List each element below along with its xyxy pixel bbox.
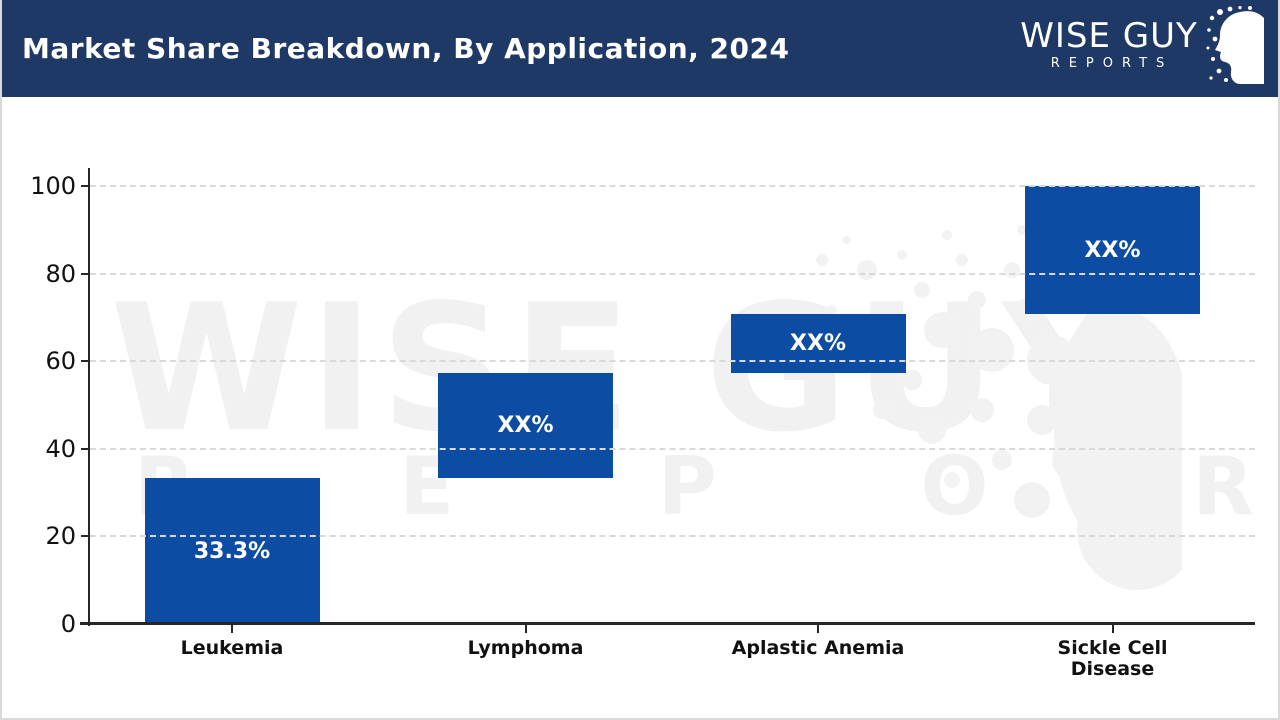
gridline bbox=[90, 272, 1255, 275]
x-category-label: Aplastic Anemia bbox=[731, 637, 905, 659]
gridline bbox=[90, 185, 1255, 187]
y-tick-label: 100 bbox=[30, 172, 76, 200]
x-tick-mark bbox=[524, 625, 527, 633]
y-axis-line bbox=[88, 168, 90, 626]
wise-guy-logo: WISE GUY REPORTS bbox=[1020, 6, 1270, 92]
y-tick-label: 0 bbox=[60, 610, 76, 638]
x-axis-line bbox=[80, 622, 1255, 625]
logo-subtitle: REPORTS bbox=[1050, 56, 1174, 71]
bar-value-label: XX% bbox=[1084, 237, 1141, 263]
x-category-label: Sickle Cell Disease bbox=[1057, 637, 1168, 680]
bar-value-label: 33.3% bbox=[193, 538, 271, 564]
bar-value-label: XX% bbox=[497, 413, 554, 439]
y-tick-mark bbox=[81, 185, 90, 187]
bar-aplastic-anemia: XX% bbox=[730, 314, 906, 374]
page-title: Market Share Breakdown, By Application, … bbox=[22, 32, 790, 65]
y-tick-label: 40 bbox=[45, 434, 76, 463]
x-category-label: Leukemia bbox=[180, 637, 284, 659]
gridline bbox=[90, 447, 1255, 450]
x-category-label: Lymphoma bbox=[467, 637, 584, 659]
header-band: Market Share Breakdown, By Application, … bbox=[2, 0, 1278, 97]
y-tick-label: 60 bbox=[45, 347, 76, 376]
y-tick-label: 20 bbox=[45, 522, 76, 551]
logo-face-icon bbox=[1206, 6, 1264, 84]
y-tick-label: 80 bbox=[45, 259, 76, 288]
bar-value-label: XX% bbox=[790, 331, 846, 357]
bar-leukemia: 33.3% bbox=[144, 478, 320, 624]
y-tick-mark bbox=[81, 447, 90, 450]
x-tick-mark bbox=[1111, 625, 1114, 633]
watermark-wise-guy: WISE GUY bbox=[110, 268, 1136, 471]
bar-sickle-cell-disease: XX% bbox=[1025, 186, 1200, 315]
y-tick-mark bbox=[81, 535, 90, 538]
x-tick-mark bbox=[231, 625, 233, 633]
y-tick-mark bbox=[81, 360, 90, 363]
bar-lymphoma: XX% bbox=[438, 373, 613, 479]
gridline bbox=[90, 360, 1255, 363]
x-tick-mark bbox=[817, 625, 819, 633]
logo-wordmark: WISE GUY bbox=[1020, 16, 1198, 56]
gridline bbox=[90, 535, 1255, 538]
y-tick-mark bbox=[81, 272, 90, 275]
